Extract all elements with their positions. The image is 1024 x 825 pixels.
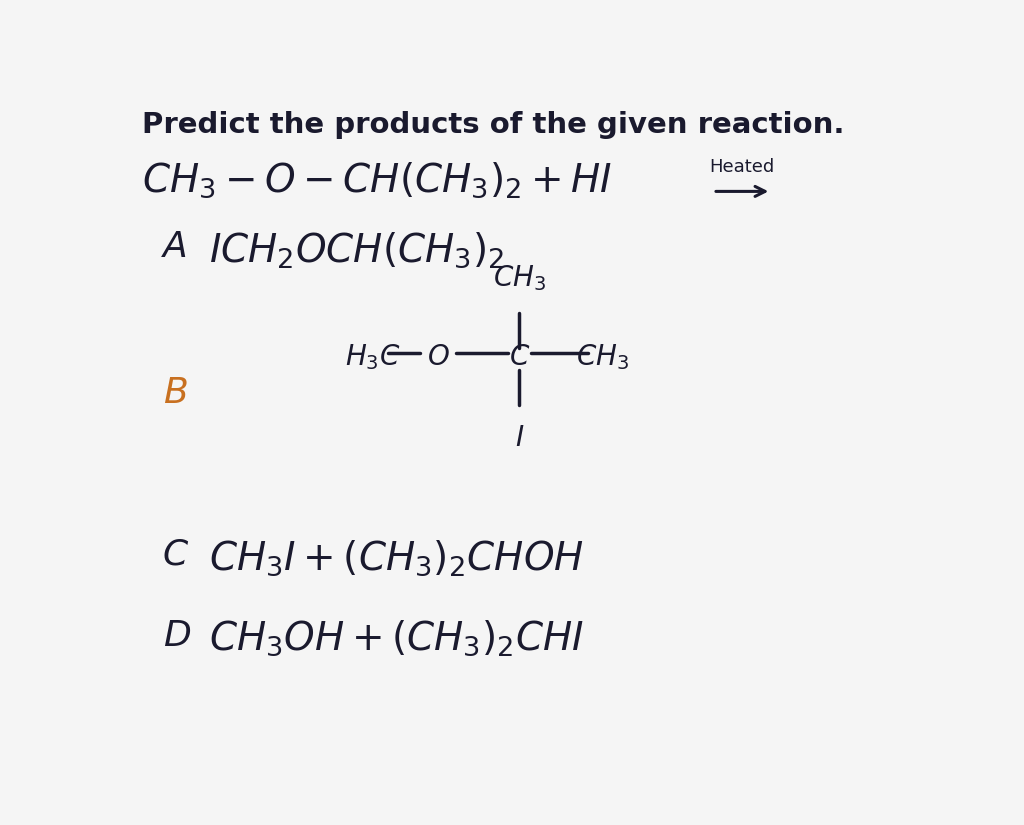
Text: C: C xyxy=(163,538,188,572)
Text: B: B xyxy=(163,376,187,410)
Text: $C$: $C$ xyxy=(509,343,530,371)
Text: Heated: Heated xyxy=(710,158,774,176)
Text: $CH_3$: $CH_3$ xyxy=(493,263,546,293)
Text: $O$: $O$ xyxy=(427,343,450,371)
Text: Predict the products of the given reaction.: Predict the products of the given reacti… xyxy=(142,111,845,139)
Text: $CH_3$: $CH_3$ xyxy=(577,342,630,372)
Text: $\mathit{CH_3OH}+(\mathit{CH_3})_2\mathit{CHI}$: $\mathit{CH_3OH}+(\mathit{CH_3})_2\mathi… xyxy=(209,619,585,658)
Text: $\mathit{CH_3I}+(\mathit{CH_3})_2\mathit{CHOH}$: $\mathit{CH_3I}+(\mathit{CH_3})_2\mathit… xyxy=(209,538,585,577)
Text: $\mathit{ICH_2OCH(CH_3)_2}$: $\mathit{ICH_2OCH(CH_3)_2}$ xyxy=(209,230,505,270)
Text: D: D xyxy=(163,619,190,653)
Text: $\mathit{CH_3}-\mathit{O}-\mathit{CH}(\mathit{CH_3})_2+\mathit{HI}$: $\mathit{CH_3}-\mathit{O}-\mathit{CH}(\m… xyxy=(142,161,612,200)
Text: A: A xyxy=(163,230,187,264)
Text: $I$: $I$ xyxy=(515,424,524,452)
Text: $H_3C$: $H_3C$ xyxy=(345,342,400,372)
